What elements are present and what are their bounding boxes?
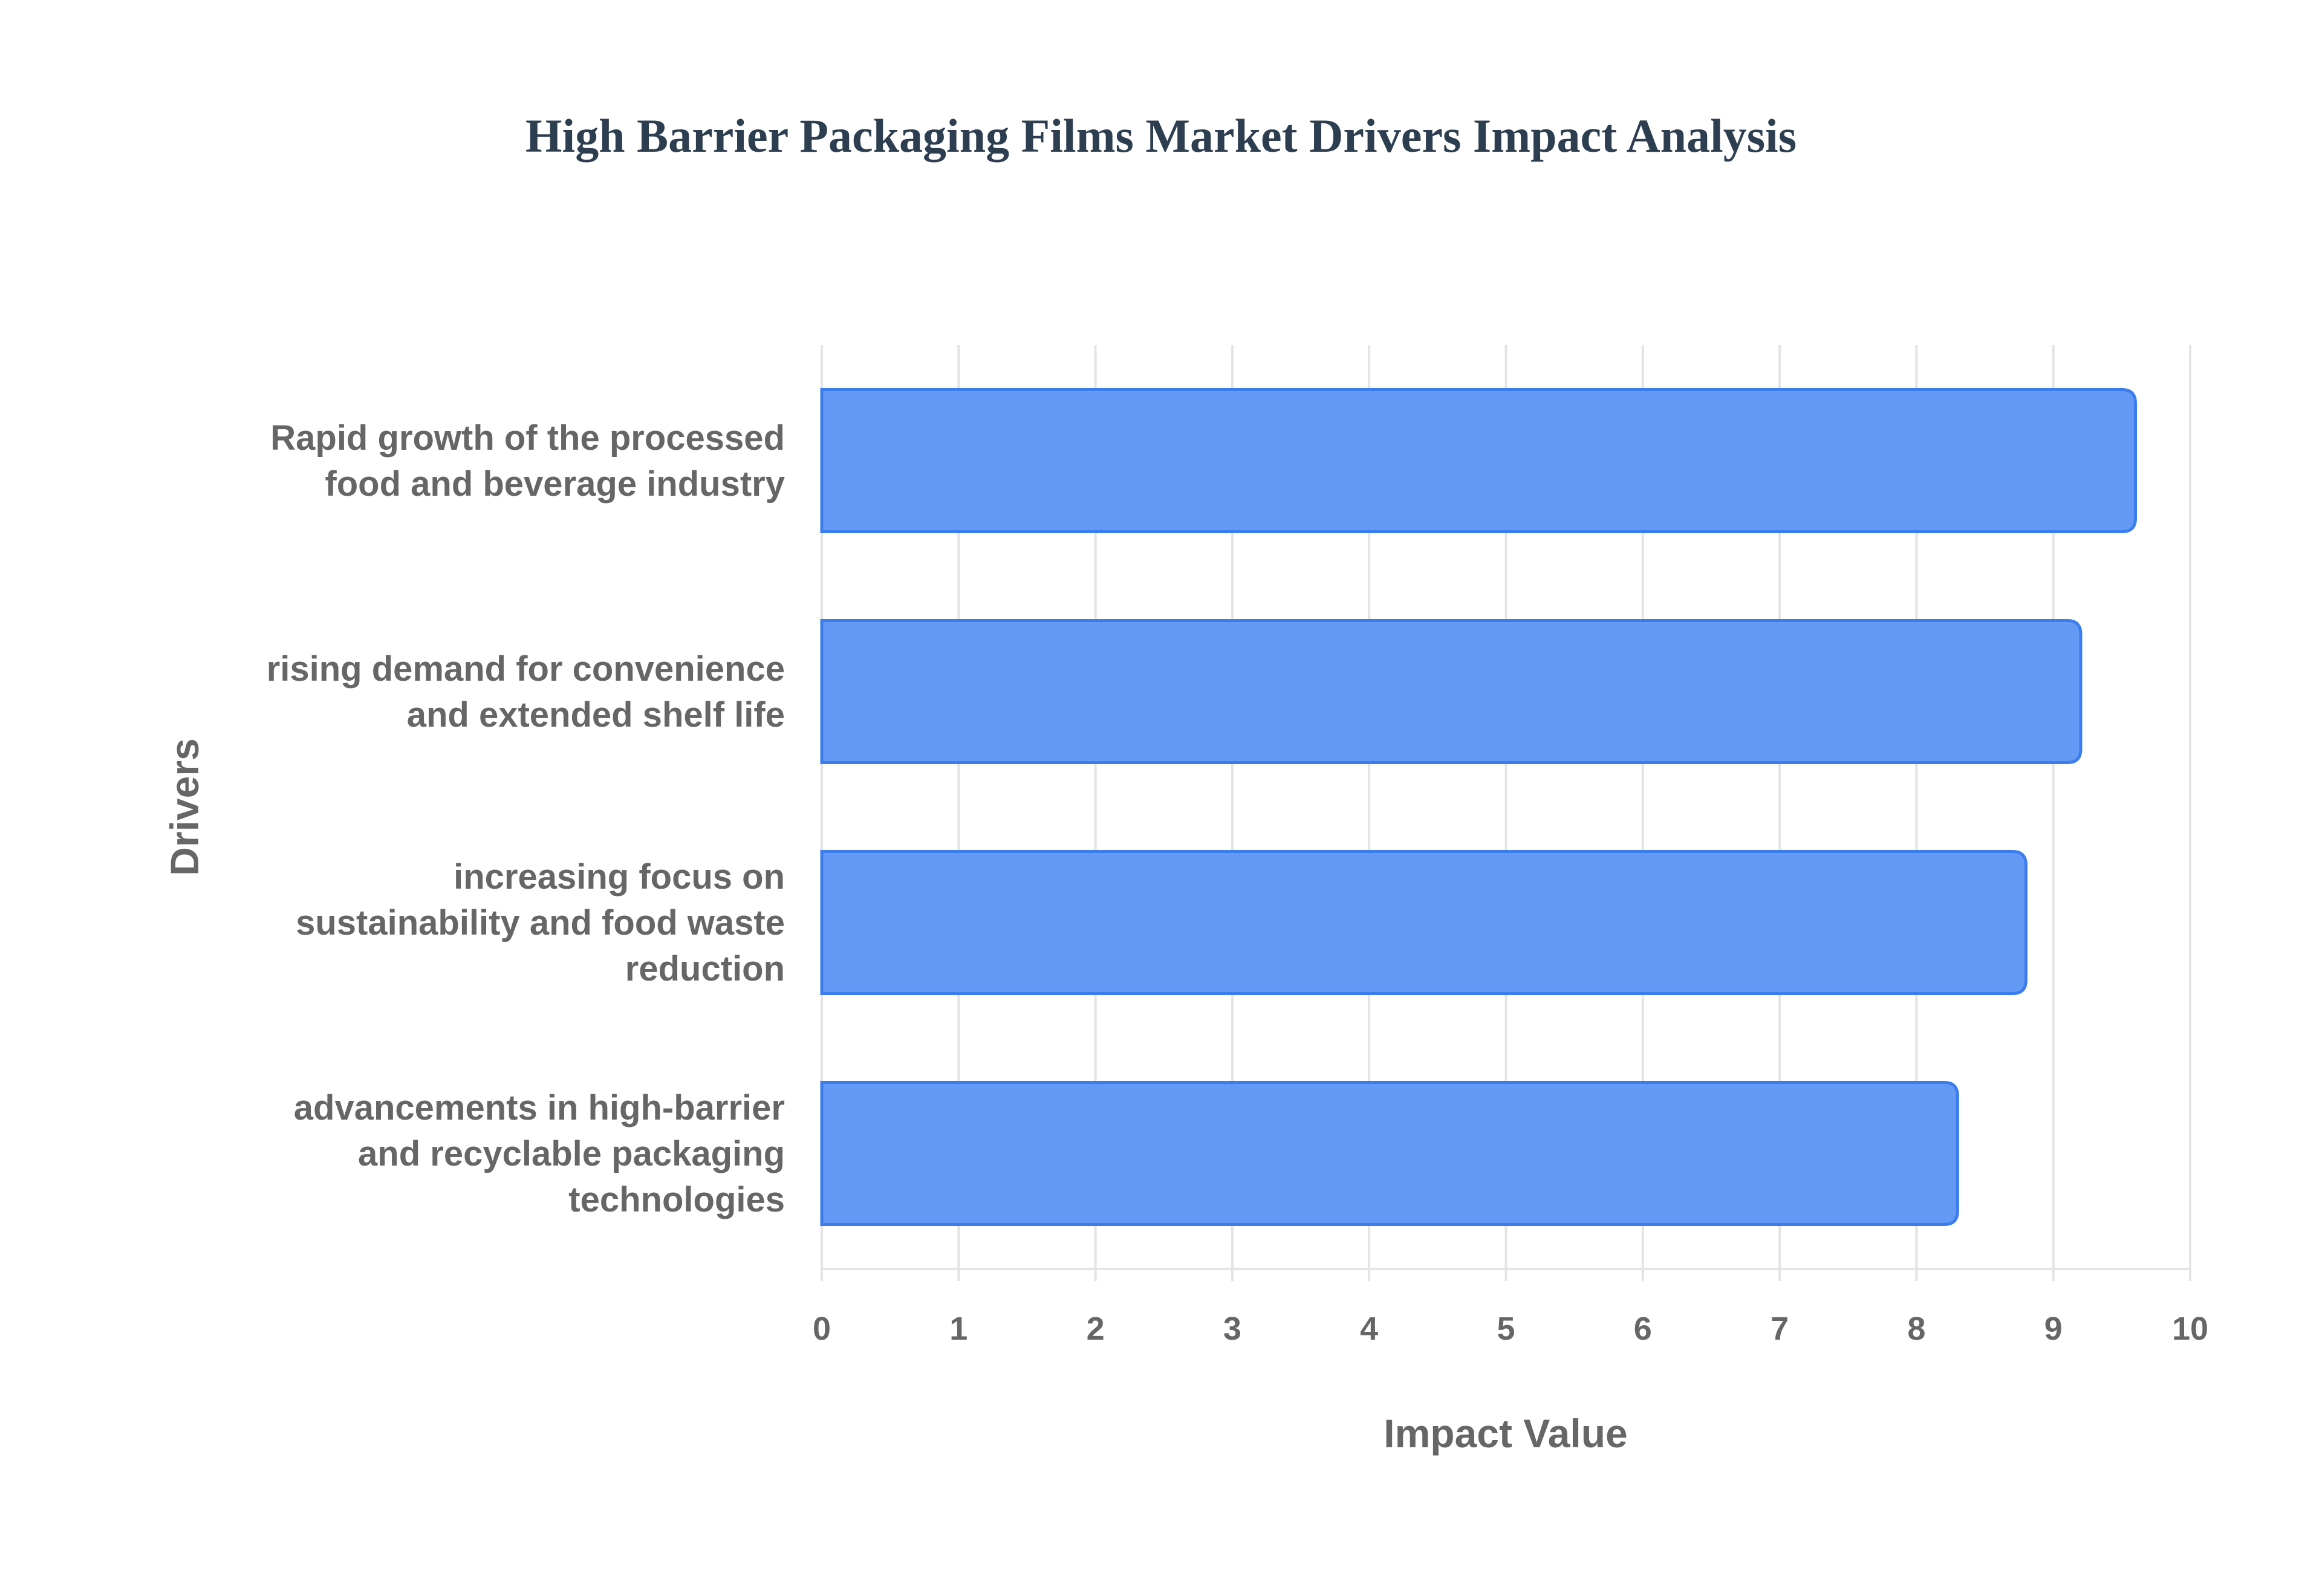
category-label: increasing focus on (454, 857, 785, 897)
x-tick-label: 10 (2172, 1311, 2208, 1347)
x-tick-label: 9 (2044, 1311, 2063, 1347)
x-tick-label: 1 (949, 1311, 968, 1347)
x-tick-label: 0 (813, 1311, 831, 1347)
x-tick-label: 6 (1634, 1311, 1652, 1347)
category-label: sustainability and food waste (296, 903, 785, 942)
bar (820, 388, 2137, 533)
category-label: reduction (625, 949, 785, 988)
x-tick-label: 5 (1497, 1311, 1515, 1347)
category-label: advancements in high-barrier (294, 1088, 785, 1127)
category-label: rising demand for convenience (267, 649, 785, 689)
x-tick-label: 4 (1360, 1311, 1378, 1347)
bar (820, 850, 2028, 995)
chart-title: High Barrier Packaging Films Market Driv… (525, 109, 1797, 162)
category-label: Rapid growth of the processed (270, 418, 785, 458)
x-tick-label: 2 (1087, 1311, 1105, 1347)
x-tick-label: 3 (1223, 1311, 1241, 1347)
bar (820, 1081, 1959, 1226)
category-label: technologies (568, 1180, 785, 1219)
x-axis-title: Impact Value (1384, 1411, 1628, 1456)
x-tick-label: 7 (1771, 1311, 1789, 1347)
x-tick-label: 8 (1907, 1311, 1925, 1347)
y-axis-title: Drivers (162, 738, 207, 876)
bar (820, 619, 2083, 764)
category-label: food and beverage industry (325, 464, 785, 504)
category-label: and extended shelf life (407, 695, 785, 735)
category-label: and recyclable packaging (358, 1134, 785, 1173)
